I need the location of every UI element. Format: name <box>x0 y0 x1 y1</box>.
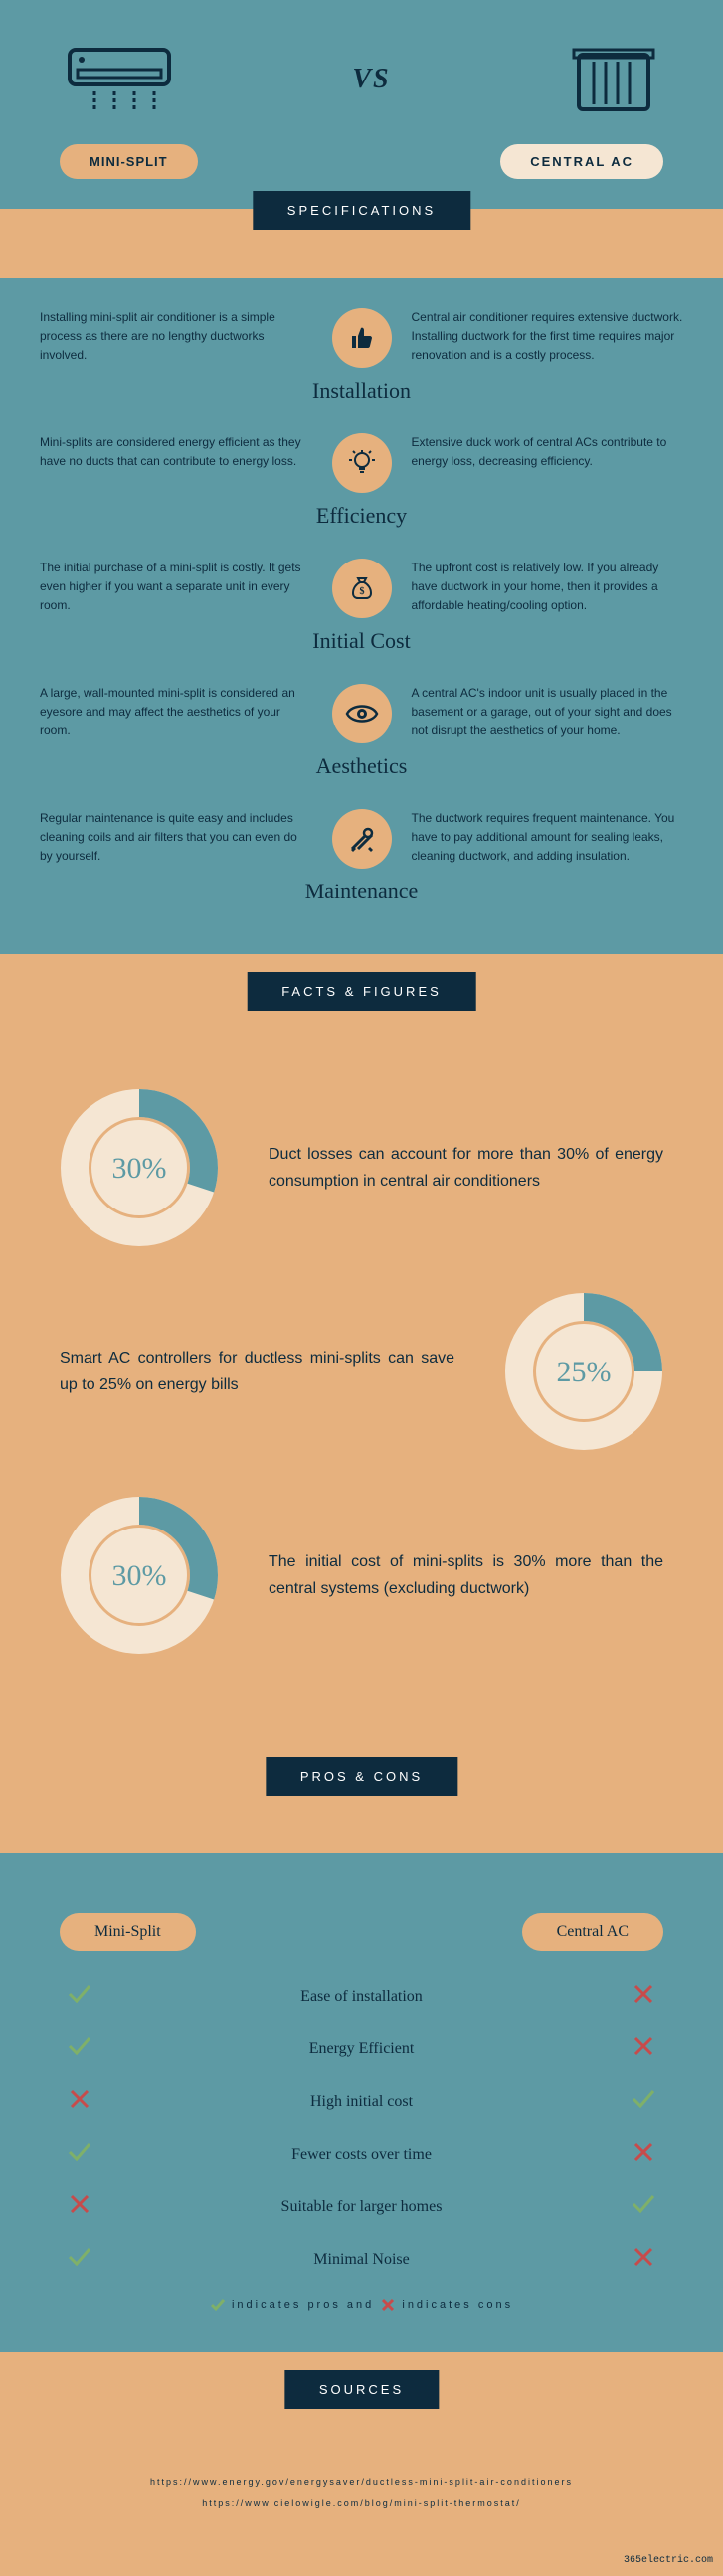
mini-split-label: MINI-SPLIT <box>60 144 198 179</box>
procon-label: Fewer costs over time <box>99 2146 624 2164</box>
procon-row: Energy Efficient <box>60 2033 663 2064</box>
spec-right-text: Extensive duck work of central ACs contr… <box>412 433 684 471</box>
central-ac-label: CENTRAL AC <box>500 144 663 179</box>
spec-left-text: Installing mini-split air conditioner is… <box>40 308 312 366</box>
procon-legend: indicates pros and indicates cons <box>60 2297 663 2313</box>
spec-row: Regular maintenance is quite easy and in… <box>40 809 683 869</box>
watermark: 365electric.com <box>0 2555 723 2566</box>
cross-icon <box>633 2141 654 2163</box>
svg-text:25%: 25% <box>557 1356 612 1388</box>
specifications-band: SPECIFICATIONS <box>0 209 723 278</box>
fact-donut: 25% <box>504 1292 663 1451</box>
procon-label: High initial cost <box>99 2093 624 2111</box>
sources-section: https://www.energy.gov/energysaver/ductl… <box>0 2427 723 2550</box>
spec-right-text: A central AC's indoor unit is usually pl… <box>412 684 684 741</box>
spec-right-text: The ductwork requires frequent maintenan… <box>412 809 684 867</box>
spec-title: Maintenance <box>40 879 683 904</box>
fact-row: 30% Duct losses can account for more tha… <box>60 1088 663 1247</box>
procon-title: PROS & CONS <box>266 1757 457 1796</box>
check-icon <box>67 2033 92 2059</box>
spec-left-text: The initial purchase of a mini-split is … <box>40 559 312 616</box>
procon-row: Suitable for larger homes <box>60 2191 663 2222</box>
spec-left-text: A large, wall-mounted mini-split is cons… <box>40 684 312 741</box>
thumbs-up-icon <box>332 308 392 368</box>
spec-row: The initial purchase of a mini-split is … <box>40 559 683 618</box>
mini-split-icon <box>60 40 179 119</box>
spec-row: Installing mini-split air conditioner is… <box>40 308 683 368</box>
spec-row: Mini-splits are considered energy effici… <box>40 433 683 493</box>
svg-text:30%: 30% <box>112 1559 167 1592</box>
cross-icon <box>633 2246 654 2268</box>
vs-text: VS <box>352 64 390 95</box>
svg-text:30%: 30% <box>112 1152 167 1185</box>
procon-row: Ease of installation <box>60 1981 663 2012</box>
cross-icon <box>69 2088 90 2110</box>
specifications-section: Installing mini-split air conditioner is… <box>0 278 723 954</box>
source-url: https://www.cielowigle.com/blog/mini-spl… <box>40 2498 683 2508</box>
procon-label: Ease of installation <box>99 1988 624 2006</box>
specifications-title: SPECIFICATIONS <box>253 191 470 230</box>
fact-donut: 30% <box>60 1088 219 1247</box>
cross-icon <box>633 2035 654 2057</box>
fact-row: 30% The initial cost of mini-splits is 3… <box>60 1496 663 1655</box>
spec-left-text: Regular maintenance is quite easy and in… <box>40 809 312 867</box>
spec-right-text: The upfront cost is relatively low. If y… <box>412 559 684 616</box>
spec-left-text: Mini-splits are considered energy effici… <box>40 433 312 471</box>
spec-title: Initial Cost <box>40 628 683 654</box>
facts-title: FACTS & FIGURES <box>247 972 476 1011</box>
check-icon <box>67 1981 92 2007</box>
check-icon <box>631 2086 656 2112</box>
spec-title: Aesthetics <box>40 753 683 779</box>
tools-icon <box>332 809 392 869</box>
fact-text: Smart AC controllers for ductless mini-s… <box>60 1345 454 1398</box>
fact-text: Duct losses can account for more than 30… <box>269 1141 663 1195</box>
source-url: https://www.energy.gov/energysaver/ductl… <box>40 2477 683 2487</box>
check-icon <box>67 2244 92 2270</box>
procon-label: Energy Efficient <box>99 2040 624 2058</box>
procon-label: Suitable for larger homes <box>99 2198 624 2216</box>
spec-right-text: Central air conditioner requires extensi… <box>412 308 684 366</box>
procon-row: High initial cost <box>60 2086 663 2117</box>
money-bag-icon: $ <box>332 559 392 618</box>
spec-title: Installation <box>40 378 683 403</box>
procon-row: Fewer costs over time <box>60 2139 663 2170</box>
fact-row: 25% Smart AC controllers for ductless mi… <box>60 1292 663 1451</box>
procon-label: Minimal Noise <box>99 2251 624 2269</box>
eye-icon <box>332 684 392 743</box>
cross-icon <box>69 2193 90 2215</box>
procon-right-header: Central AC <box>522 1913 663 1951</box>
facts-band-top: FACTS & FIGURES <box>0 954 723 1029</box>
lightbulb-icon <box>332 433 392 493</box>
procon-section: Mini-Split Central AC Ease of installati… <box>0 1853 723 2352</box>
spec-title: Efficiency <box>40 503 683 529</box>
central-ac-icon <box>564 40 663 119</box>
procon-left-header: Mini-Split <box>60 1913 196 1951</box>
spec-row: A large, wall-mounted mini-split is cons… <box>40 684 683 743</box>
procon-row: Minimal Noise <box>60 2244 663 2275</box>
check-icon <box>67 2139 92 2165</box>
header: VS MINI-SPLIT CENTRAL AC <box>0 0 723 209</box>
sources-title: SOURCES <box>284 2370 439 2409</box>
facts-section: 30% Duct losses can account for more tha… <box>0 1029 723 1739</box>
cross-icon <box>633 1983 654 2005</box>
check-icon <box>631 2191 656 2217</box>
svg-text:$: $ <box>359 586 364 597</box>
procon-band: PROS & CONS <box>0 1739 723 1814</box>
fact-text: The initial cost of mini-splits is 30% m… <box>269 1548 663 1602</box>
fact-donut: 30% <box>60 1496 219 1655</box>
